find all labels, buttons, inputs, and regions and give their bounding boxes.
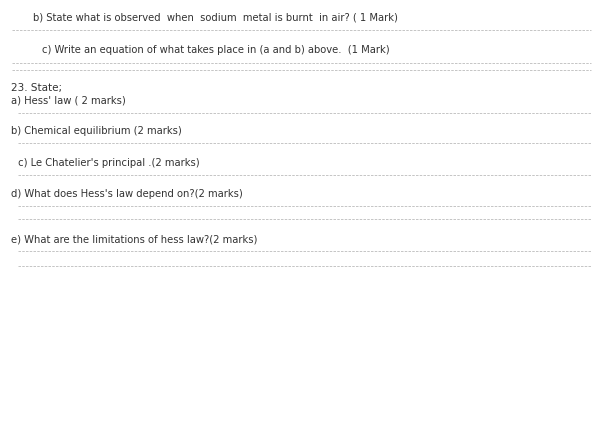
Text: c) Write an equation of what takes place in (a and b) above.  (1 Mark): c) Write an equation of what takes place… [42,45,389,55]
Text: e) What are the limitations of hess law?(2 marks): e) What are the limitations of hess law?… [11,234,257,244]
Text: c) Le Chatelier's principal .(2 marks): c) Le Chatelier's principal .(2 marks) [15,158,200,168]
Text: a) Hess' law ( 2 marks): a) Hess' law ( 2 marks) [11,96,125,106]
Text: 23. State;: 23. State; [11,83,62,93]
Text: d) What does Hess's law depend on?(2 marks): d) What does Hess's law depend on?(2 mar… [11,189,242,199]
Text: b) Chemical equilibrium (2 marks): b) Chemical equilibrium (2 marks) [11,126,182,136]
Text: b) State what is observed  when  sodium  metal is burnt  in air? ( 1 Mark): b) State what is observed when sodium me… [33,13,398,23]
